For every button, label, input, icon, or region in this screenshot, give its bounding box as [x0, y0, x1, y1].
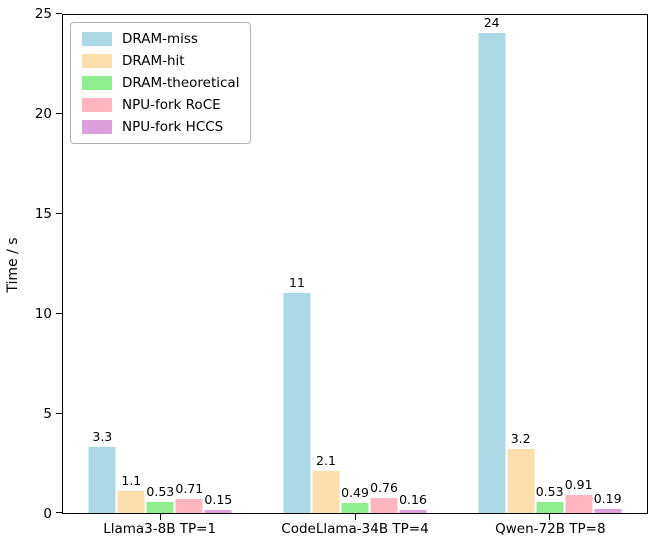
- bar-group: 11 2.1 0.49 0.76 0.16: [283, 15, 428, 513]
- y-axis-label: Time / s: [5, 237, 21, 293]
- bar-unit: 0.91: [564, 15, 593, 513]
- legend-swatch: [82, 98, 112, 112]
- y-tick-mark: [56, 312, 62, 314]
- legend-label: DRAM-miss: [122, 31, 198, 47]
- bar-value-label: 1.1: [121, 473, 142, 488]
- bar-unit: 3.3: [88, 15, 117, 513]
- legend: DRAM-miss DRAM-hit DRAM-theoretical NPU-for…: [70, 22, 252, 144]
- bar: [117, 491, 145, 513]
- bar-value-label: 0.91: [564, 476, 593, 492]
- bar-unit: 0.53: [146, 15, 175, 513]
- y-tick-label: 25: [34, 6, 52, 22]
- bar: [370, 497, 398, 513]
- bar-value-label: 0.71: [175, 480, 204, 496]
- legend-label: NPU-fork RoCE: [122, 97, 221, 113]
- legend-swatch: [82, 76, 112, 90]
- bar: [283, 293, 311, 513]
- legend-swatch: [82, 54, 112, 68]
- y-tick-mark: [56, 512, 62, 513]
- legend-item: NPU-fork RoCE: [82, 97, 239, 113]
- bar-value-label: 0.53: [535, 484, 564, 500]
- bar-unit: 0.15: [204, 15, 233, 513]
- bar-group: 3.3 1.1 0.53 0.71 0.15: [88, 15, 233, 513]
- bar: [507, 449, 535, 513]
- legend-swatch: [82, 32, 112, 46]
- bar: [594, 509, 622, 513]
- legend-label: DRAM-hit: [122, 53, 185, 69]
- x-tick-label: Qwen-72B TP=8: [495, 521, 606, 537]
- bar-unit: 24: [477, 15, 506, 513]
- legend-swatch: [82, 120, 112, 134]
- bar-unit: 0.71: [175, 15, 204, 513]
- bar-unit: 0.19: [593, 15, 622, 513]
- bar-value-label: 24: [483, 15, 500, 30]
- x-tick-mark: [354, 514, 356, 520]
- bar-unit: 0.49: [341, 15, 370, 513]
- legend-item: DRAM-hit: [82, 53, 239, 69]
- y-tick-mark: [56, 212, 62, 214]
- bar-unit: 0.16: [399, 15, 428, 513]
- bar-value-label: 0.49: [341, 485, 369, 501]
- y-tick-mark: [56, 412, 62, 414]
- bar-value-label: 3.2: [510, 431, 531, 446]
- bar-value-label: 0.19: [593, 491, 622, 507]
- y-tick-label: 5: [43, 406, 52, 422]
- bar: [478, 33, 506, 513]
- legend-item: NPU-fork HCCS: [82, 119, 239, 135]
- bar: [565, 494, 593, 513]
- bar: [175, 498, 203, 513]
- legend-item: DRAM-miss: [82, 31, 239, 47]
- bar-value-label: 0.15: [204, 492, 233, 507]
- x-tick-mark: [159, 514, 161, 520]
- y-tick-mark: [56, 112, 62, 114]
- bar: [536, 502, 564, 513]
- bar: [312, 471, 340, 513]
- x-tick-mark: [549, 514, 551, 520]
- bar-unit: 0.53: [535, 15, 564, 513]
- bar-unit: 3.2: [506, 15, 535, 513]
- bar-value-label: 2.1: [316, 453, 336, 468]
- y-tick-label: 0: [43, 506, 52, 522]
- bar: [204, 510, 232, 513]
- bar-unit: 11: [283, 15, 312, 513]
- plot-area: DRAM-miss DRAM-hit DRAM-theoretical NPU-for…: [56, 13, 648, 520]
- bar-value-label: 0.76: [370, 479, 398, 495]
- legend-label: DRAM-theoretical: [122, 75, 240, 91]
- bar-value-label: 0.53: [146, 484, 175, 500]
- bar: [341, 503, 369, 513]
- bar-unit: 2.1: [312, 15, 341, 513]
- legend-item: DRAM-theoretical: [82, 75, 239, 91]
- x-tick-label: CodeLlama-34B TP=4: [281, 521, 429, 537]
- bar: [146, 502, 174, 513]
- bar-group: 24 3.2 0.53 0.91 0.19: [477, 15, 622, 513]
- bar-unit: 0.76: [370, 15, 399, 513]
- bar: [399, 509, 427, 513]
- y-tick-label: 10: [34, 306, 52, 322]
- bar-unit: 1.1: [117, 15, 146, 513]
- y-tick-mark: [56, 13, 62, 14]
- bar-value-label: 11: [289, 275, 305, 290]
- bar: [88, 447, 116, 513]
- bar-value-label: 0.16: [399, 491, 427, 507]
- legend-label: NPU-fork HCCS: [122, 119, 224, 135]
- y-tick-label: 15: [34, 206, 52, 222]
- y-tick-label: 20: [34, 106, 52, 122]
- x-tick-label: Llama3-8B TP=1: [103, 521, 217, 537]
- bar-value-label: 3.3: [92, 429, 113, 444]
